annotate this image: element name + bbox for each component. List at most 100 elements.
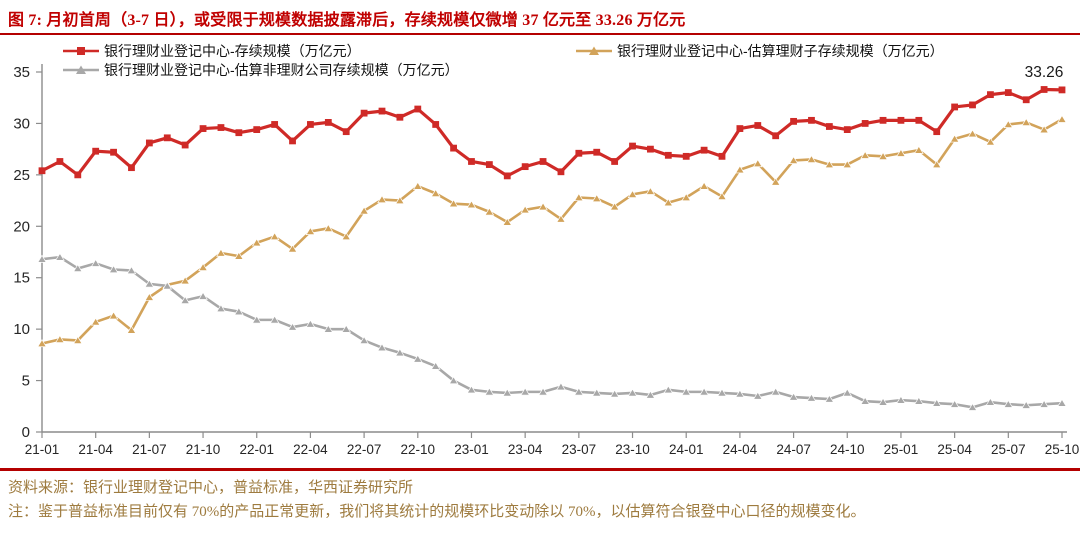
last-value-annotation: 33.26: [1025, 64, 1064, 81]
data-point-marker: [933, 128, 941, 136]
data-point-marker: [878, 397, 888, 406]
data-point-marker: [162, 281, 173, 290]
data-point-marker: [430, 361, 441, 370]
legend-glyph: [589, 46, 599, 55]
data-point-marker: [287, 244, 298, 253]
legend-item-licaizi-estimate: 银行理财业登记中心-估算理财子存续规模（万亿元）: [575, 41, 944, 61]
y-tick-label: 25: [13, 167, 30, 184]
data-point-marker: [896, 395, 906, 404]
data-point-marker: [860, 396, 870, 405]
data-point-marker: [538, 202, 548, 211]
data-point-marker: [806, 393, 817, 402]
y-tick-label: 35: [13, 64, 30, 81]
data-point-marker: [788, 155, 799, 165]
data-point-marker: [144, 279, 155, 288]
data-point-marker: [825, 123, 833, 130]
x-tick-label: 23-07: [562, 442, 597, 457]
data-point-marker: [663, 385, 674, 394]
data-point-marker: [718, 152, 726, 160]
data-point-marker: [414, 105, 422, 113]
data-point-marker: [538, 387, 548, 396]
legend-item-bandeng-total: 银行理财业登记中心-存续规模（万亿元）: [62, 41, 361, 61]
x-tick-label: 24-04: [723, 442, 758, 457]
data-point-marker: [860, 150, 870, 159]
x-tick-label: 24-07: [776, 442, 811, 457]
data-point-marker: [108, 265, 119, 274]
data-point-marker: [90, 258, 101, 267]
data-point-marker: [55, 334, 65, 343]
data-point-marker: [145, 139, 153, 147]
legend-glyph: [76, 65, 86, 74]
data-point-marker: [74, 171, 82, 179]
data-point-marker: [842, 160, 853, 169]
series-line-2: [41, 255, 1063, 409]
data-point-marker: [287, 322, 298, 331]
data-point-marker: [216, 304, 226, 313]
legend-marker-gray-triangle-icon: [63, 65, 99, 74]
data-point-marker: [253, 126, 261, 133]
methodology-note: 注：鉴于普益标准目前仅有 70%的产品正常更新，我们将其统计的规模环比变动除以 …: [8, 504, 866, 520]
legend-glyph: [77, 46, 85, 55]
legend-label: 银行理财业登记中心-估算理财子存续规模（万亿元）: [617, 42, 944, 59]
data-point-marker: [235, 129, 243, 137]
y-tick-label: 10: [13, 321, 30, 338]
data-point-marker: [736, 125, 744, 132]
data-point-marker: [180, 295, 190, 304]
data-point-marker: [198, 262, 208, 271]
data-point-marker: [378, 107, 386, 115]
data-point-marker: [37, 339, 47, 348]
data-point-marker: [198, 291, 208, 300]
data-point-marker: [878, 151, 888, 160]
data-point-marker: [824, 394, 835, 403]
data-point-marker: [591, 388, 602, 397]
data-point-marker: [485, 161, 493, 168]
data-point-marker: [128, 164, 135, 172]
footer-divider-rule: [0, 468, 1080, 471]
data-point-marker: [342, 128, 350, 136]
data-point-marker: [448, 376, 459, 385]
data-point-marker: [717, 388, 727, 397]
data-point-marker: [359, 206, 369, 215]
data-point-marker: [502, 217, 513, 226]
data-point-marker: [879, 116, 887, 124]
series-line-1: [41, 118, 1063, 345]
data-point-marker: [271, 121, 279, 128]
data-point-marker: [341, 324, 352, 333]
data-point-marker: [556, 382, 566, 391]
data-point-marker: [591, 194, 602, 203]
x-tick-label: 23-04: [508, 442, 543, 457]
data-point-marker: [289, 137, 296, 145]
data-point-marker: [967, 129, 978, 138]
x-tick-label: 21-04: [78, 442, 113, 457]
data-point-marker: [806, 154, 817, 163]
y-tick-label: 5: [22, 373, 30, 390]
data-point-marker: [985, 397, 996, 406]
data-point-marker: [842, 388, 853, 397]
data-point-marker: [681, 193, 692, 202]
data-point-marker: [735, 165, 745, 174]
data-point-marker: [181, 141, 189, 149]
data-point-marker: [323, 223, 334, 232]
data-point-marker: [412, 181, 423, 190]
x-tick-label: 22-01: [239, 442, 274, 457]
data-point-marker: [949, 134, 960, 143]
data-point-marker: [699, 387, 709, 396]
legend-marker-gold-triangle-icon: [576, 46, 612, 55]
data-point-marker: [1004, 89, 1012, 96]
data-point-marker: [72, 263, 83, 273]
data-point-marker: [38, 167, 46, 175]
data-point-marker: [611, 158, 619, 165]
data-point-marker: [915, 116, 923, 124]
data-point-marker: [269, 315, 280, 324]
line-chart-svg: 0 5 10 15 20 25 30 35 21-01 21-04 21-07 21-10 22-01 2…: [13, 64, 1079, 457]
data-point-marker: [931, 160, 942, 169]
data-point-marker: [468, 158, 475, 165]
data-point-marker: [360, 109, 368, 117]
x-tick-label: 22-04: [293, 442, 328, 457]
chart-legend: 银行理财业登记中心-存续规模（万亿元） 银行理财业登记中心-估算理财子存续规模（…: [0, 41, 1080, 79]
data-point-marker: [521, 163, 529, 171]
data-point-marker: [90, 317, 101, 326]
data-point-marker: [574, 193, 584, 202]
data-point-marker: [1058, 86, 1066, 94]
y-tick-label: 30: [13, 115, 30, 132]
